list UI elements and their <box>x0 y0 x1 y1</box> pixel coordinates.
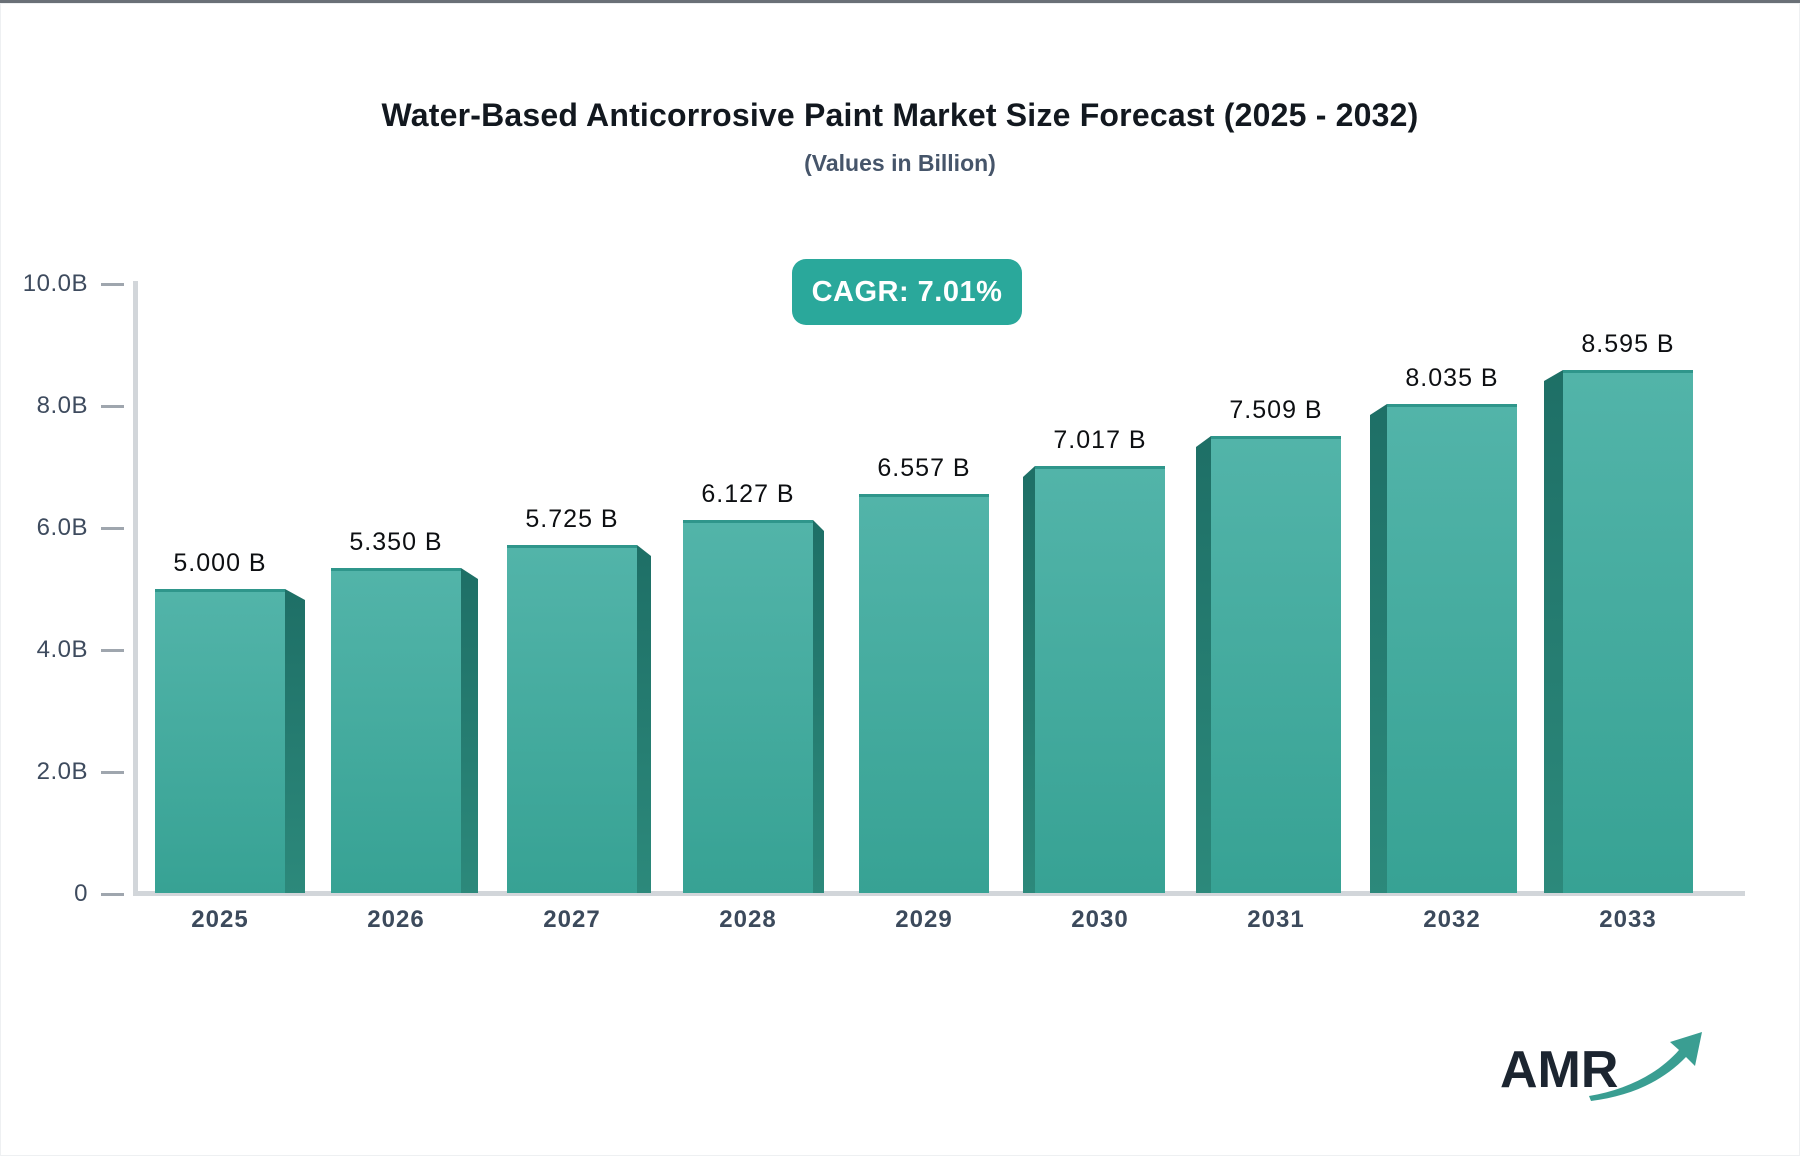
y-tick-label: 10.0B <box>22 270 88 297</box>
y-tick-mark <box>101 649 124 652</box>
bar <box>331 568 461 893</box>
bar-side-face <box>285 589 305 893</box>
bar <box>859 494 989 893</box>
bar-side-face <box>461 568 478 893</box>
x-axis-line <box>133 891 1745 896</box>
bar-side-face <box>813 520 824 893</box>
bar-value-label: 6.557 B <box>877 454 971 482</box>
bar-value-label: 5.350 B <box>349 528 443 556</box>
bar-side-face <box>1196 436 1211 893</box>
bar-side-face <box>1544 370 1563 893</box>
brand-logo: AMR <box>1500 1028 1702 1108</box>
bar-value-label: 6.127 B <box>701 480 795 508</box>
y-tick-mark <box>101 527 124 530</box>
bar-side-face <box>1370 404 1387 893</box>
bar <box>507 545 637 893</box>
plot-area: 0 2.0B 4.0B 6.0B 8.0B 10.0B 5.000 B 2025 5.350 B… <box>0 3 1800 1156</box>
bar-side-face <box>1023 466 1035 893</box>
y-tick-label: 8.0B <box>36 392 88 419</box>
y-tick-mark <box>101 405 124 408</box>
x-tick-label: 2027 <box>543 906 601 933</box>
bar <box>1211 436 1341 893</box>
y-tick-label: 6.0B <box>36 514 88 541</box>
chart-subtitle: (Values in Billion) <box>804 150 996 176</box>
x-tick-label: 2028 <box>719 906 777 933</box>
y-tick-mark <box>101 283 124 286</box>
y-tick-label: 0 <box>74 880 88 907</box>
x-tick-label: 2029 <box>895 906 953 933</box>
bar-value-label: 8.035 B <box>1405 364 1499 392</box>
chart-title: Water-Based Anticorrosive Paint Market S… <box>381 97 1419 133</box>
x-tick-label: 2030 <box>1071 906 1129 933</box>
bar <box>1563 370 1693 893</box>
bar-value-label: 7.509 B <box>1229 396 1323 424</box>
x-tick-label: 2031 <box>1247 906 1305 933</box>
x-tick-label: 2032 <box>1423 906 1481 933</box>
y-tick-mark <box>101 771 124 774</box>
bar-value-label: 5.725 B <box>525 505 619 533</box>
brand-arrow-icon <box>1589 1032 1702 1101</box>
x-tick-label: 2033 <box>1599 906 1657 933</box>
y-tick-mark <box>101 893 124 896</box>
bar-value-label: 8.595 B <box>1581 330 1675 358</box>
bar <box>155 589 285 893</box>
y-tick-label: 2.0B <box>36 758 88 785</box>
bar <box>1387 404 1517 893</box>
brand-logo-text: AMR <box>1500 1041 1619 1099</box>
bar <box>1035 466 1165 893</box>
y-axis-line <box>133 281 138 896</box>
bar-value-label: 5.000 B <box>173 549 267 577</box>
bar-side-face <box>637 545 651 893</box>
x-tick-label: 2026 <box>367 906 425 933</box>
cagr-badge: CAGR: 7.01% <box>792 259 1022 325</box>
y-tick-label: 4.0B <box>36 636 88 663</box>
x-tick-label: 2025 <box>191 906 249 933</box>
bar <box>683 520 813 893</box>
bar-value-label: 7.017 B <box>1053 426 1147 454</box>
